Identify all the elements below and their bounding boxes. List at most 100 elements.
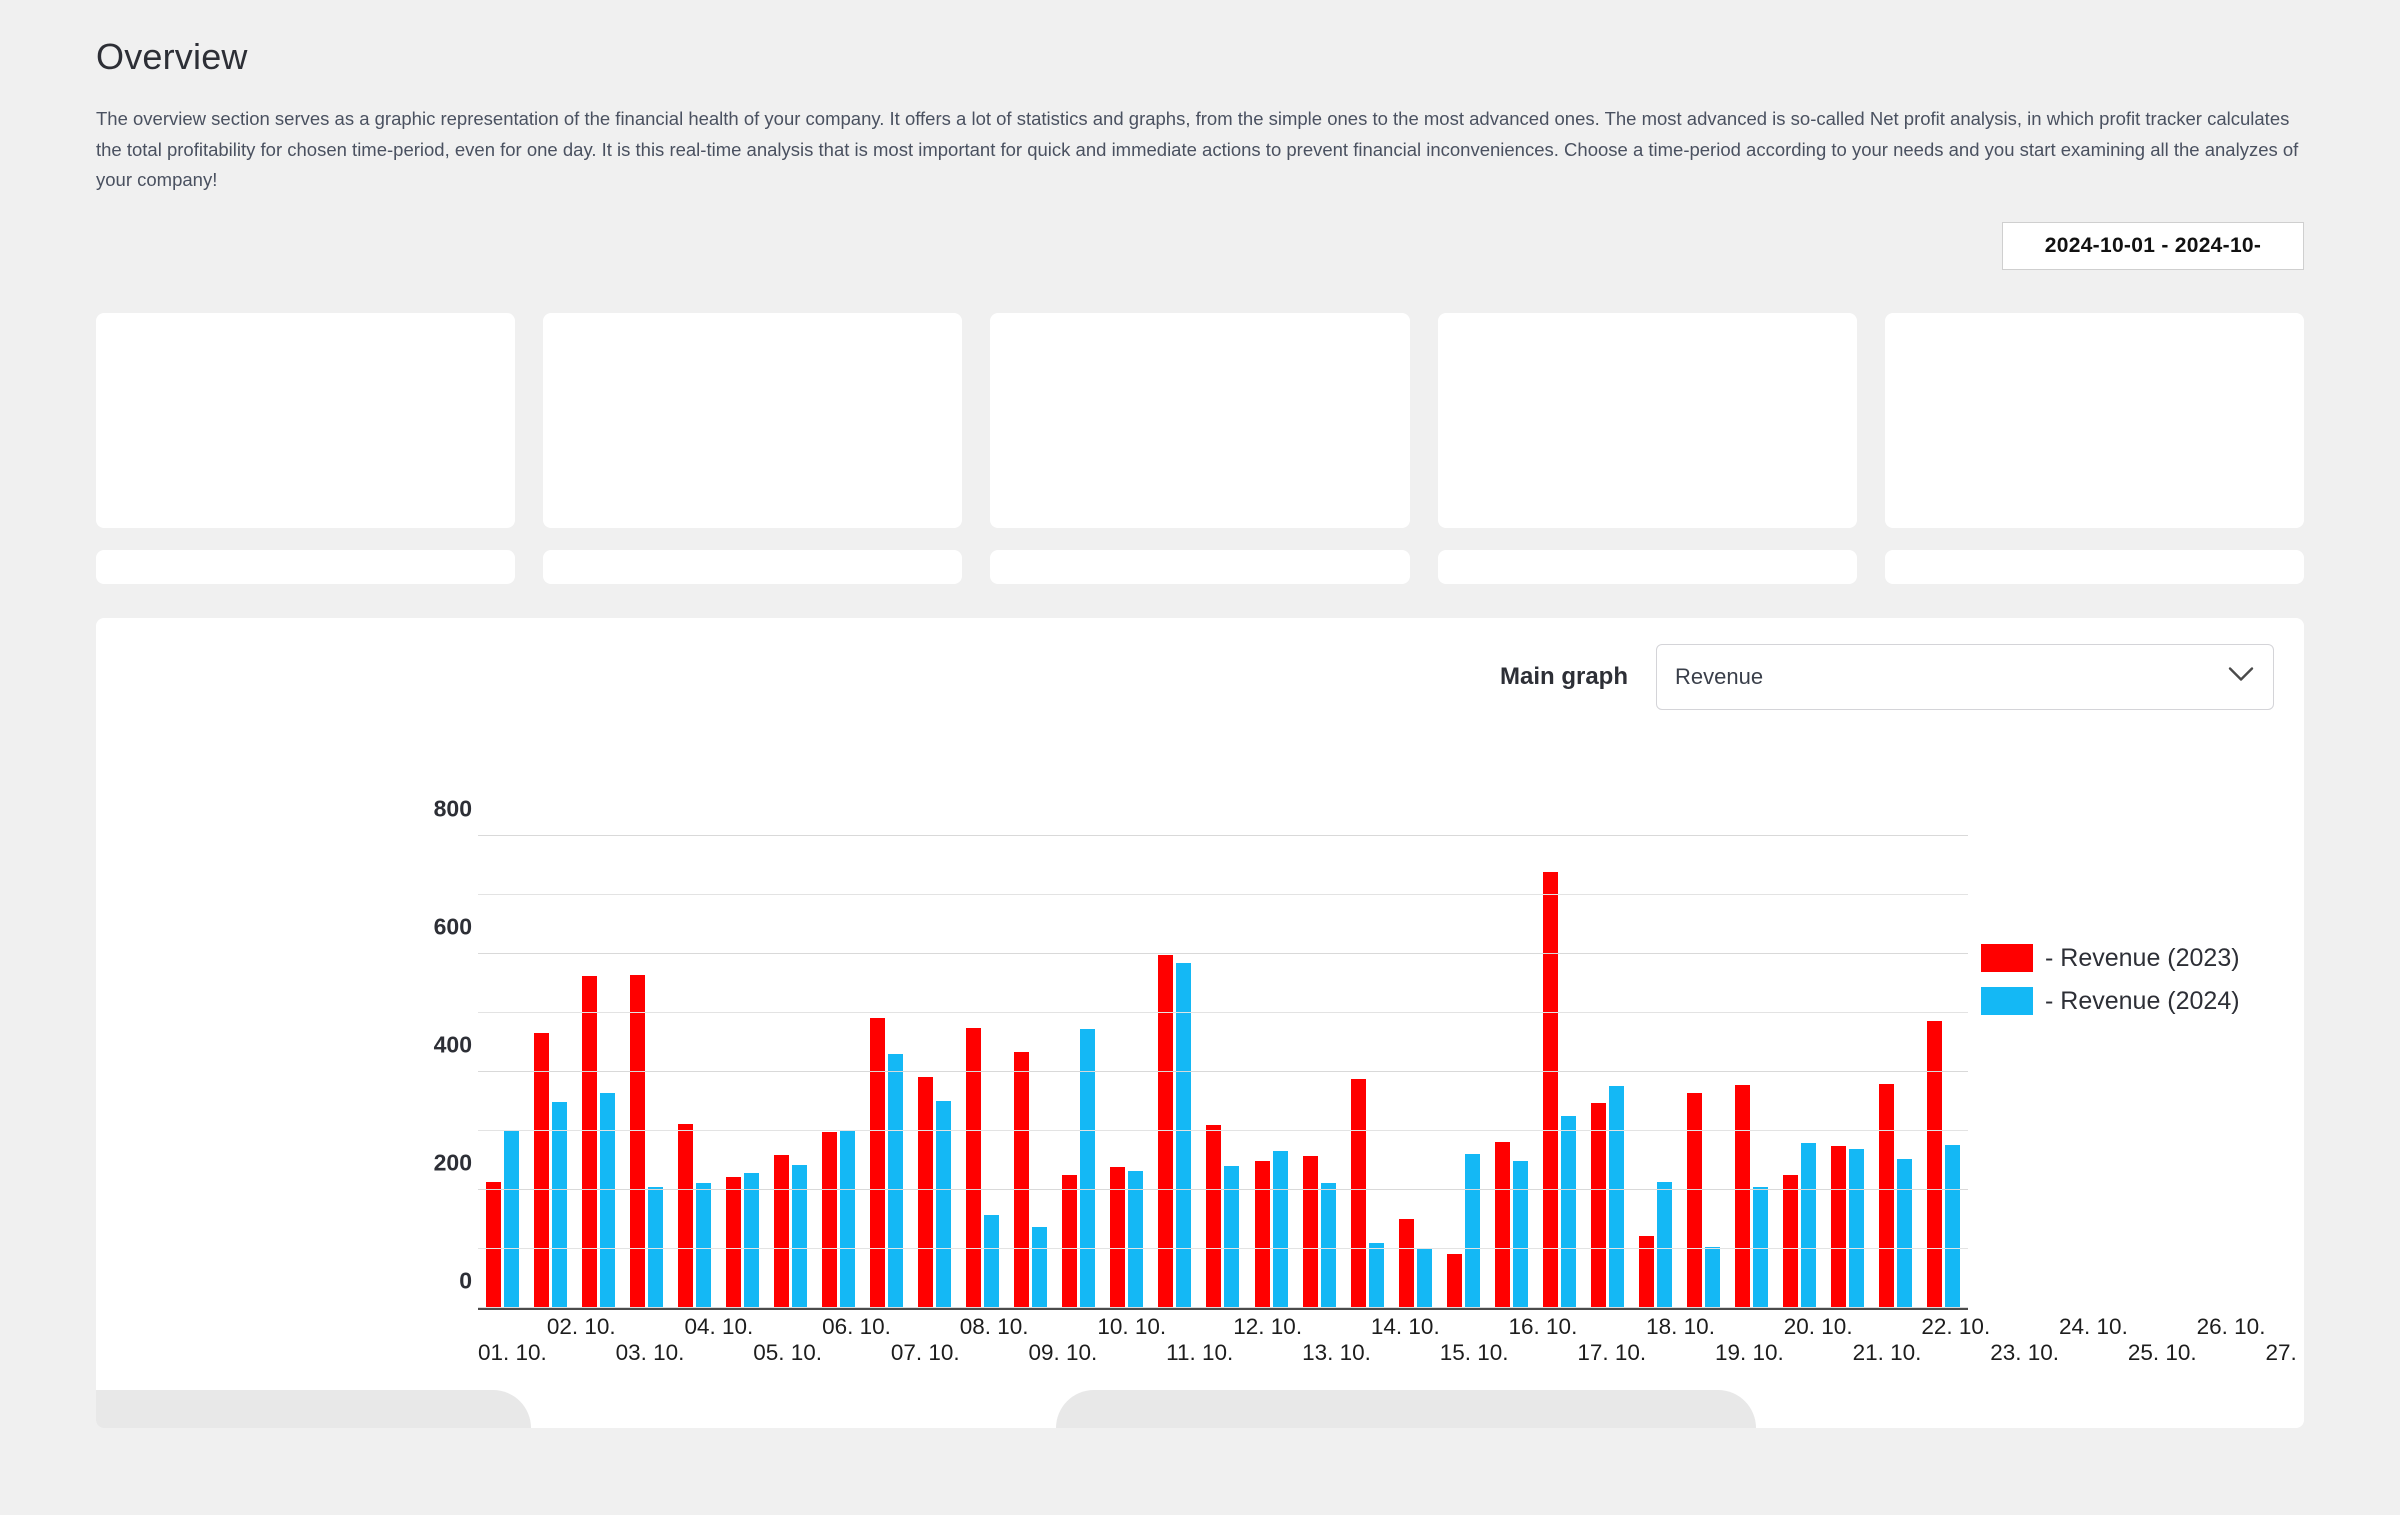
chart-x-tick-label: 21. 10.21. 10.	[1853, 1314, 1922, 1366]
x-label-lower: 11. 10.	[1166, 1339, 1234, 1365]
chart-y-tick-label: 600	[433, 913, 472, 939]
chart-bar[interactable]	[1639, 1235, 1655, 1308]
chart-legend-item[interactable]: - Revenue (2023)	[1981, 944, 2240, 973]
chart-bar[interactable]	[821, 1132, 837, 1308]
chart-bar[interactable]	[1464, 1154, 1480, 1308]
chart-bar[interactable]	[1753, 1186, 1769, 1308]
chart-bar[interactable]	[743, 1172, 759, 1308]
legend-label: - Revenue (2024)	[2045, 986, 2240, 1015]
chart-bar[interactable]	[725, 1176, 741, 1308]
chart-bar[interactable]	[888, 1053, 904, 1308]
chart-bar[interactable]	[629, 975, 645, 1308]
chart-bar[interactable]	[773, 1155, 789, 1308]
chart-bar[interactable]	[936, 1101, 952, 1308]
chart-bar[interactable]	[918, 1077, 934, 1308]
chart-bar[interactable]	[1512, 1161, 1528, 1308]
chart-bar[interactable]	[1224, 1165, 1240, 1308]
chart-bar-group	[1535, 836, 1583, 1308]
x-label-lower: 13. 10.	[1302, 1339, 1371, 1365]
chart-bar[interactable]	[1158, 954, 1174, 1308]
x-label-upper: 08. 10.	[959, 1313, 1029, 1339]
chart-bar[interactable]	[1831, 1146, 1847, 1308]
chart-bar-group	[1487, 836, 1535, 1308]
chart-bar[interactable]	[839, 1130, 855, 1308]
kpi-card	[990, 312, 1410, 528]
overview-page: Overview The overview section serves as …	[0, 36, 2400, 1428]
chart-bar[interactable]	[1416, 1247, 1432, 1308]
chart-gridline	[478, 1129, 1968, 1131]
chart-bar-group	[1295, 836, 1343, 1308]
chart-bar[interactable]	[1783, 1175, 1799, 1308]
chart-x-tick-label: 16. 10.16. 10.	[1509, 1314, 1578, 1366]
chart-bar[interactable]	[677, 1124, 693, 1308]
chart-y-tick-label: 200	[433, 1149, 472, 1175]
main-graph-select[interactable]: Revenue	[1656, 643, 2274, 710]
chart-bar[interactable]	[647, 1187, 663, 1308]
kpi-sub-card	[96, 549, 516, 584]
chart-bar[interactable]	[503, 1129, 519, 1308]
chart-bar[interactable]	[1062, 1175, 1078, 1308]
chart-bar-group	[1439, 836, 1487, 1308]
x-label-upper: 24. 10.	[2059, 1313, 2128, 1339]
chart-bar[interactable]	[1801, 1142, 1817, 1308]
chart-bar[interactable]	[551, 1102, 567, 1308]
chart-bar[interactable]	[1608, 1085, 1624, 1308]
chart-bar[interactable]	[791, 1165, 807, 1308]
chart-bar[interactable]	[1590, 1102, 1606, 1308]
chart-bar-group	[622, 836, 670, 1308]
chart-bar[interactable]	[870, 1018, 886, 1308]
chart-bar[interactable]	[1014, 1052, 1030, 1308]
chart-bar[interactable]	[1350, 1078, 1366, 1308]
chart-gridline	[478, 1011, 1968, 1013]
x-label-lower: 07. 10.	[890, 1339, 960, 1365]
chart-bar[interactable]	[1927, 1021, 1943, 1308]
chart-bar[interactable]	[1849, 1149, 1865, 1308]
chart-bar[interactable]	[1206, 1124, 1222, 1308]
chart-bar[interactable]	[1398, 1219, 1414, 1308]
chart-bar[interactable]	[1446, 1254, 1462, 1308]
chart-bar[interactable]	[1687, 1092, 1703, 1308]
chart-x-tick-labels: 01. 10.01. 10.02. 10.02. 10.03. 10.03. 1…	[478, 1313, 2304, 1366]
chart-x-tick-label: 17. 10.17. 10.	[1577, 1314, 1646, 1366]
chart-bar[interactable]	[533, 1033, 549, 1308]
chart-bar[interactable]	[695, 1183, 711, 1308]
chart-bar[interactable]	[1320, 1183, 1336, 1308]
chart-bar-group	[718, 836, 766, 1308]
chart-bar[interactable]	[1945, 1145, 1961, 1308]
chart-x-tick-label: 19. 10.19. 10.	[1715, 1314, 1784, 1366]
chart-bar[interactable]	[984, 1215, 1000, 1308]
x-label-upper: 16. 10.	[1508, 1313, 1578, 1339]
chart-bar[interactable]	[1542, 872, 1558, 1308]
chart-bar[interactable]	[1272, 1151, 1288, 1308]
kpi-sub-card	[990, 549, 1410, 584]
chart-bar[interactable]	[1705, 1246, 1721, 1308]
date-range-picker-button[interactable]: 2024-10-01 - 2024-10-	[2002, 221, 2304, 270]
chart-bar[interactable]	[1735, 1085, 1751, 1308]
chart-legend-item[interactable]: - Revenue (2024)	[1981, 987, 2240, 1016]
chart-bar[interactable]	[1494, 1141, 1510, 1308]
chart-bar[interactable]	[1560, 1115, 1576, 1308]
chart-bar[interactable]	[1254, 1160, 1270, 1308]
legend-color-swatch	[1981, 987, 2033, 1015]
chart-bar-group	[1872, 836, 1920, 1308]
chart-bar[interactable]	[485, 1182, 501, 1308]
chart-bar[interactable]	[1032, 1227, 1048, 1308]
chart-legend: - Revenue (2023) - Revenue (2024)	[1981, 944, 2240, 1030]
chart-bar[interactable]	[599, 1093, 615, 1308]
chart-x-tick-label: 05. 10.05. 10.	[753, 1314, 822, 1366]
page-title: Overview	[96, 36, 248, 77]
chart-bar[interactable]	[1368, 1242, 1384, 1308]
chart-bar-group	[478, 836, 526, 1308]
chart-gridline	[478, 952, 1968, 954]
chart-bar[interactable]	[1302, 1156, 1318, 1308]
chart-bar[interactable]	[1176, 962, 1192, 1308]
chart-bar[interactable]	[966, 1028, 982, 1308]
chart-bar[interactable]	[1657, 1181, 1673, 1308]
chart-bar[interactable]	[1080, 1029, 1096, 1308]
chart-bar[interactable]	[1897, 1158, 1913, 1308]
chart-bar[interactable]	[1128, 1170, 1144, 1308]
chart-x-axis	[478, 1306, 1968, 1310]
chart-bar[interactable]	[581, 975, 597, 1308]
chart-bar[interactable]	[1110, 1167, 1126, 1308]
chart-bar[interactable]	[1879, 1083, 1895, 1308]
